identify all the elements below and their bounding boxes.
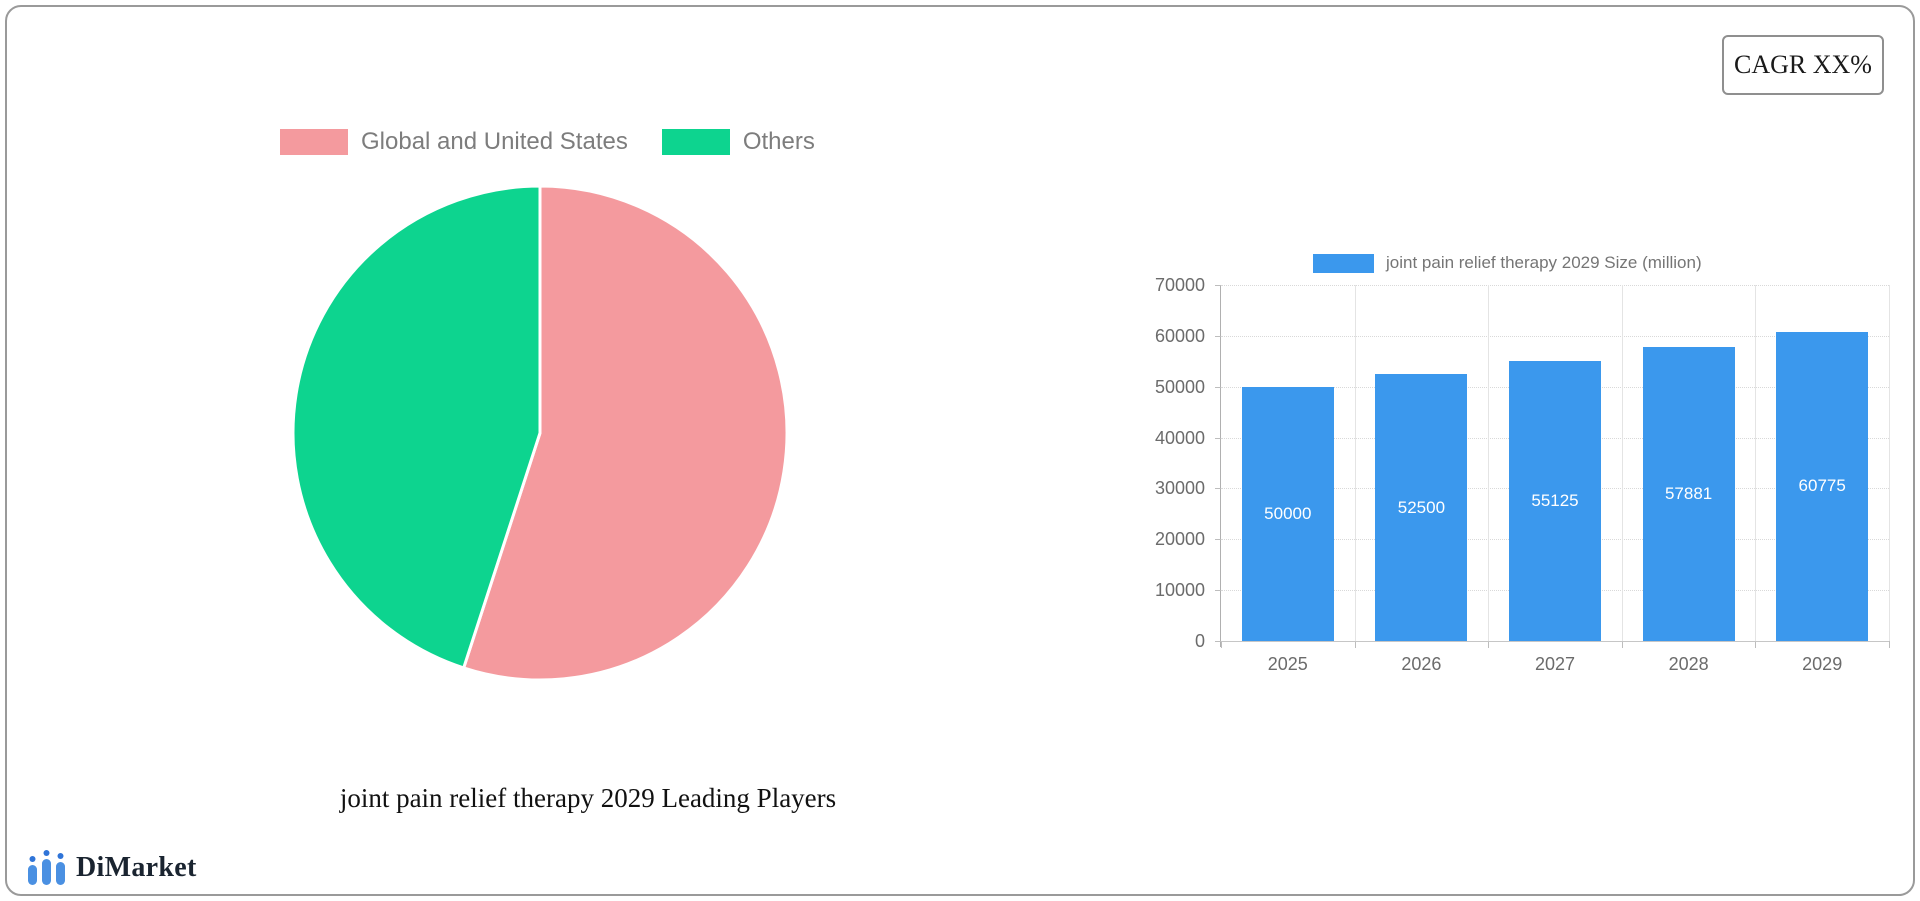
pie-legend-label: Others — [742, 128, 815, 155]
x-axis-tick — [1755, 641, 1757, 648]
bar-chart-x-axis-line — [1221, 641, 1889, 642]
bar-2029: 60775 — [1776, 331, 1869, 641]
x-axis-label: 2028 — [1668, 654, 1709, 674]
gridline-horizontal — [1221, 285, 1889, 286]
y-axis-tick — [1215, 335, 1221, 337]
gridline-vertical — [1755, 285, 1757, 641]
y-axis-label: 40000 — [1154, 427, 1205, 448]
bar-chart-plot-area: 50000 52500 55125 57881 60775 — [1215, 285, 1890, 648]
bar-legend: joint pain relief therapy 2029 Size (mil… — [1313, 253, 1702, 273]
x-axis-tick — [1354, 641, 1356, 648]
y-axis-label: 70000 — [1154, 275, 1205, 295]
bar-2025: 50000 — [1241, 386, 1334, 641]
pie-slice-others — [291, 184, 542, 670]
pie-legend-label: Global and United States — [361, 128, 628, 155]
logo-dot — [43, 850, 50, 856]
bar-chart-logo-icon — [28, 850, 65, 885]
y-axis-tick — [1215, 437, 1221, 439]
logo-bar — [28, 865, 37, 885]
y-axis-label: 30000 — [1154, 478, 1205, 499]
gridline-vertical — [1488, 285, 1490, 641]
bar-value-label: 55125 — [1531, 490, 1579, 510]
x-axis-label: 2026 — [1401, 654, 1442, 674]
bar-chart-y-axis-line — [1220, 285, 1221, 647]
logo-bar — [56, 862, 65, 885]
logo-dot — [57, 853, 64, 859]
logo-bar — [42, 859, 51, 885]
y-axis-tick — [1215, 488, 1221, 490]
bar-value-label: 52500 — [1397, 497, 1446, 517]
y-axis-label: 50000 — [1154, 376, 1205, 397]
pie-legend-swatch — [280, 129, 348, 155]
bar-chart-x-axis-labels: 2025 2026 2027 2028 2029 — [1221, 654, 1889, 678]
bar-value-label: 60775 — [1798, 476, 1846, 496]
y-axis-tick — [1215, 641, 1221, 642]
x-axis-label: 2027 — [1534, 654, 1576, 674]
y-axis-label: 20000 — [1154, 529, 1205, 550]
y-axis-tick — [1215, 386, 1221, 388]
pie-legend: Global and United States Others — [280, 128, 815, 156]
x-axis-tick — [1621, 641, 1623, 648]
x-axis-label: 2029 — [1802, 654, 1843, 674]
gridline-vertical — [1889, 285, 1890, 641]
y-axis-tick — [1215, 285, 1221, 286]
bar-legend-swatch — [1313, 253, 1374, 273]
brand-logo: DiMarket — [26, 849, 197, 887]
bar-value-label: 57881 — [1664, 483, 1713, 503]
pie-slice-global-and-united-states — [462, 184, 789, 682]
x-axis-tick — [1889, 641, 1890, 648]
y-axis-label: 10000 — [1154, 580, 1205, 601]
pie-chart-title: joint pain relief therapy 2029 Leading P… — [339, 783, 837, 813]
bar-value-label: 50000 — [1264, 503, 1312, 523]
bar-chart-y-axis-labels: 0 10000 20000 30000 40000 50000 60000 70000 — [1105, 275, 1205, 651]
x-axis-tick — [1221, 641, 1222, 648]
y-axis-tick — [1215, 539, 1221, 541]
logo-dot — [29, 856, 36, 862]
x-axis-tick — [1488, 641, 1490, 648]
bar-2026: 52500 — [1375, 374, 1468, 641]
y-axis-tick — [1215, 590, 1221, 592]
bar-2027: 55125 — [1509, 360, 1601, 641]
brand-name: DiMarket — [76, 852, 197, 883]
bar-2028: 57881 — [1642, 346, 1735, 641]
cagr-badge: CAGR XX% — [1722, 35, 1884, 95]
pie-legend-item: Others — [661, 128, 815, 156]
y-axis-label: 0 — [1194, 631, 1205, 651]
y-axis-label: 60000 — [1154, 325, 1205, 346]
gridline-horizontal — [1221, 335, 1889, 337]
bar-legend-label: joint pain relief therapy 2029 Size (mil… — [1386, 253, 1702, 272]
cagr-badge-label: CAGR XX% — [1734, 50, 1872, 79]
gridline-vertical — [1621, 285, 1623, 641]
x-axis-label: 2025 — [1267, 654, 1308, 674]
gridline-vertical — [1354, 285, 1356, 641]
pie-chart — [291, 184, 789, 682]
pie-legend-swatch — [661, 129, 730, 155]
pie-legend-item: Global and United States — [280, 128, 628, 156]
